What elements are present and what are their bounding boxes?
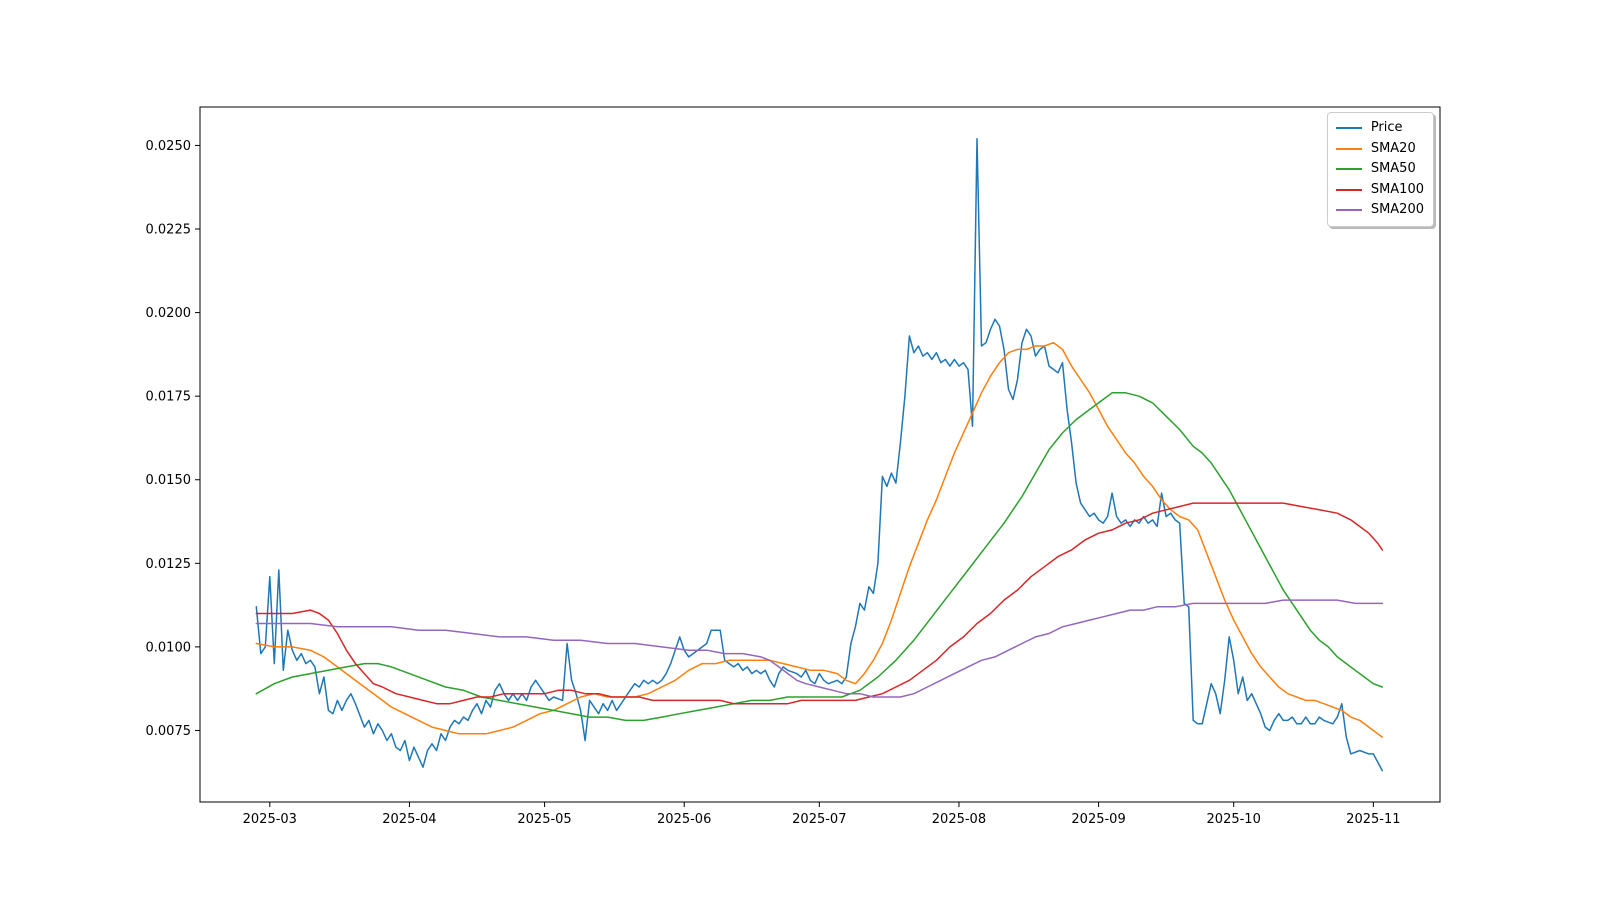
legend-item-price: Price (1335, 118, 1424, 139)
x-tick-label: 2025-07 (792, 812, 846, 827)
x-tick-label: 2025-08 (932, 812, 986, 827)
legend-item-label: SMA200 (1370, 202, 1424, 217)
legend-item-label: SMA50 (1370, 161, 1416, 176)
legend-item-label: SMA20 (1370, 140, 1416, 156)
legend-item-label: Price (1370, 120, 1403, 135)
legend-item-sma50: SMA50 (1335, 159, 1424, 180)
x-tick-label: 2025-04 (382, 812, 436, 827)
legend-item-sma100: SMA100 (1335, 180, 1424, 201)
y-tick-label: 0.0125 (146, 557, 192, 572)
x-tick-label: 2025-10 (1207, 812, 1261, 827)
y-tick-label: 0.0075 (146, 724, 192, 739)
y-tick-label: 0.0250 (146, 139, 192, 154)
legend-line-icon (1335, 127, 1362, 130)
legend-item-sma200: SMA200 (1335, 200, 1424, 221)
plot-frame (199, 106, 1441, 803)
y-tick-label: 0.0175 (146, 390, 192, 405)
x-axis: 2025-03 2025-04 2025-05 2025-06 2025-07 2025-… (243, 802, 1401, 827)
legend-line-icon (1335, 188, 1362, 191)
x-tick-label: 2025-06 (657, 812, 711, 827)
x-tick-label: 2025-03 (243, 812, 297, 827)
series-line-sma50 (255, 392, 1384, 722)
series-line-sma200 (255, 599, 1384, 698)
y-tick-label: 0.0150 (146, 473, 192, 488)
series-line-price (255, 138, 1384, 772)
y-tick-label: 0.0100 (146, 640, 192, 655)
legend-item-sma20: SMA20 (1335, 139, 1424, 160)
series-line-sma20 (255, 341, 1384, 738)
legend-line-icon (1335, 168, 1362, 171)
legend-line-icon (1335, 147, 1362, 150)
legend-line-icon (1335, 209, 1362, 212)
y-tick-label: 0.0225 (146, 223, 192, 238)
legend: Price SMA20 SMA50 SMA100 SMA200 (1326, 112, 1434, 227)
x-tick-label: 2025-09 (1071, 812, 1125, 827)
legend-item-label: SMA100 (1370, 181, 1424, 197)
x-tick-label: 2025-05 (517, 812, 571, 827)
y-axis: 0.0075 0.0100 0.0125 0.0150 0.0175 0.0200 0.02… (146, 139, 200, 739)
series-line-sma100 (255, 502, 1384, 705)
y-tick-label: 0.0200 (146, 306, 192, 321)
x-tick-label: 2025-11 (1346, 812, 1400, 827)
